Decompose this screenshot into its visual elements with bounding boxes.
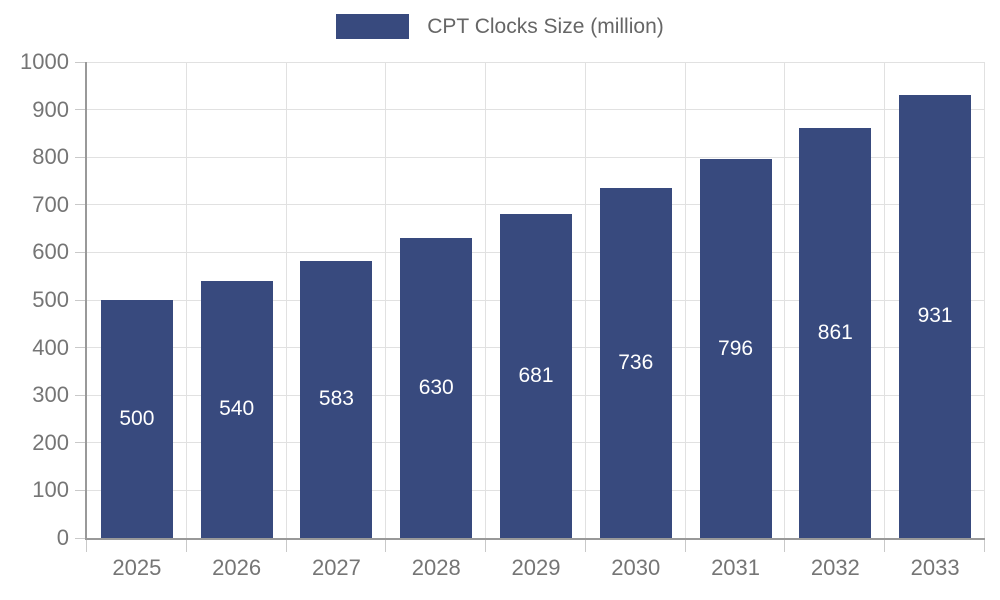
bar-2029[interactable]: 681 <box>500 213 572 538</box>
x-axis-tick <box>884 540 886 552</box>
bar-value-label: 681 <box>518 363 554 387</box>
x-axis-tick <box>485 540 487 552</box>
y-axis-tick <box>75 537 85 539</box>
x-axis-tick <box>984 540 985 552</box>
gridline-vertical <box>584 62 586 538</box>
y-axis-tick <box>75 251 85 253</box>
y-axis-label: 500 <box>32 287 69 312</box>
x-axis-tick <box>285 540 287 552</box>
y-axis-tick <box>75 347 85 349</box>
x-axis-label: 2033 <box>910 555 960 580</box>
gridline-horizontal <box>87 61 985 63</box>
y-axis-label: 900 <box>32 96 69 122</box>
bar-2032[interactable]: 861 <box>799 128 872 538</box>
y-axis-label: 200 <box>32 429 69 455</box>
y-axis-label: 100 <box>32 477 69 503</box>
gridline-horizontal <box>87 204 985 206</box>
gridline-vertical <box>884 62 886 538</box>
x-axis-tick <box>584 540 586 552</box>
bar-2025[interactable]: 500 <box>100 300 173 538</box>
bar-value-label: 796 <box>718 336 754 360</box>
x-axis-label: 2027 <box>311 555 361 580</box>
bar-value-label: 583 <box>318 387 354 411</box>
bar-2031[interactable]: 796 <box>699 159 772 538</box>
y-axis-label: 600 <box>32 239 69 265</box>
x-axis-tick <box>684 540 686 552</box>
bar-value-label: 500 <box>119 407 155 430</box>
bar-value-label: 540 <box>219 397 255 421</box>
y-axis-label: 700 <box>32 191 69 217</box>
gridline-vertical <box>385 62 387 538</box>
gridline-vertical <box>784 62 786 538</box>
gridline-horizontal <box>87 109 985 111</box>
y-axis-tick <box>75 109 85 111</box>
y-axis-label: 400 <box>32 334 69 360</box>
y-axis-tick <box>75 299 85 301</box>
y-axis-tick <box>75 204 85 206</box>
y-axis-tick <box>75 61 85 63</box>
x-axis-tick <box>385 540 387 552</box>
legend[interactable]: CPT Clocks Size (million) <box>0 14 1000 39</box>
y-axis-label: 800 <box>32 144 69 170</box>
x-axis-label: 2026 <box>212 555 262 580</box>
x-axis-tick <box>185 540 187 552</box>
gridline-vertical <box>684 62 686 538</box>
y-axis-label: 300 <box>32 382 69 408</box>
x-axis-label: 2025 <box>112 555 162 580</box>
bar-value-label: 931 <box>917 304 953 328</box>
bar-value-label: 736 <box>618 350 654 374</box>
bar-2033[interactable]: 931 <box>899 94 972 538</box>
x-axis-tick <box>784 540 786 552</box>
y-axis-tick <box>75 442 85 444</box>
y-axis-tick <box>75 394 85 396</box>
gridline-vertical <box>984 62 985 538</box>
x-axis-label: 2029 <box>511 555 561 580</box>
gridline-vertical <box>285 62 287 538</box>
plot-area: 0 100 200 300 400 500 600 700 800 900 1000 500 2025 5… <box>20 50 985 580</box>
legend-swatch <box>336 14 410 39</box>
gridline-vertical <box>485 62 487 538</box>
bar-2030[interactable]: 736 <box>599 187 672 538</box>
x-axis-label: 2028 <box>411 555 461 580</box>
bar-2027[interactable]: 583 <box>300 260 373 538</box>
x-axis-label: 2030 <box>611 555 661 580</box>
x-axis-label: 2032 <box>810 555 860 580</box>
y-axis-tick <box>75 156 85 158</box>
y-axis-label: 0 <box>56 525 69 550</box>
x-axis-tick <box>86 540 87 552</box>
bar-value-label: 861 <box>817 321 853 345</box>
bar-2028[interactable]: 630 <box>400 238 473 538</box>
bar-value-label: 630 <box>418 376 454 400</box>
y-axis-label: 1000 <box>20 49 69 74</box>
bar-2026[interactable]: 540 <box>200 280 273 538</box>
gridline-horizontal <box>87 156 985 158</box>
gridline-vertical <box>185 62 187 538</box>
legend-label: CPT Clocks Size (million) <box>427 14 664 38</box>
x-axis-label: 2031 <box>711 555 761 580</box>
y-axis-tick <box>75 489 85 491</box>
